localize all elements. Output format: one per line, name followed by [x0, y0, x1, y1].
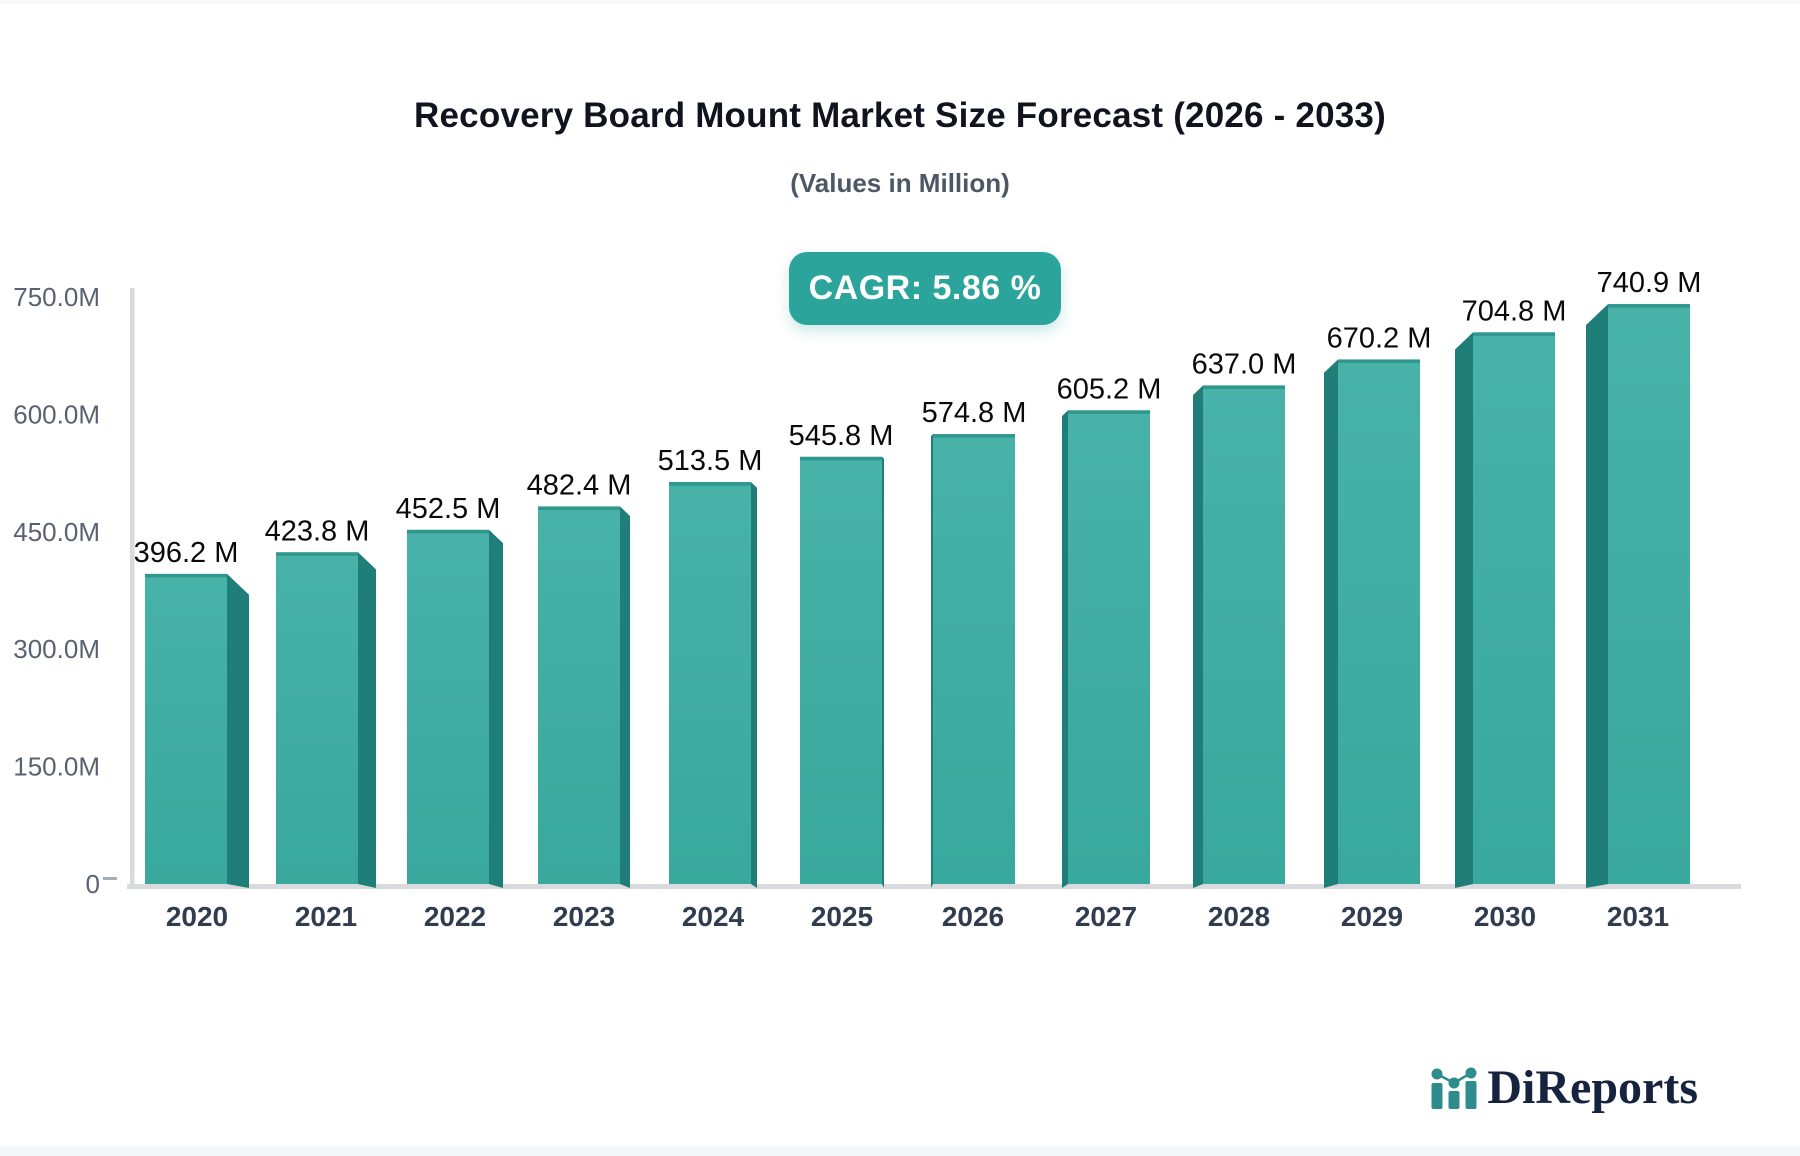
bar-side-face [1455, 332, 1473, 888]
bar-2023 [538, 506, 620, 884]
bar-2022 [407, 529, 489, 884]
x-tick-label: 2027 [1075, 901, 1137, 932]
bar-2030 [1473, 332, 1555, 884]
bar-side-face [1324, 359, 1338, 888]
bar-top-edge [538, 506, 620, 510]
bar-top-edge [145, 573, 227, 578]
bar-value-label: 605.2 M [1057, 373, 1162, 405]
chart-subtitle: (Values in Million) [790, 168, 1010, 198]
bar-top-edge [1338, 359, 1420, 363]
bar-value-label: 704.8 M [1462, 295, 1567, 327]
cagr-badge: CAGR: 5.86 % [789, 252, 1061, 325]
bar-top-edge [276, 552, 358, 556]
bar-2025 [800, 456, 882, 884]
x-tick-label: 2028 [1208, 901, 1270, 932]
x-tick-label: 2023 [553, 901, 615, 932]
top-border-strip [0, 0, 1800, 4]
y-tick-label: 600.0M [13, 399, 100, 429]
x-axis-line [127, 884, 1741, 889]
bar-side-face [620, 506, 630, 888]
y-tick-label: 0 [86, 869, 100, 899]
bar-2031 [1608, 304, 1690, 884]
bar-value-label: 482.4 M [527, 469, 632, 501]
bar-value-label: 513.5 M [658, 445, 763, 477]
y-tick-label: 450.0M [13, 517, 100, 547]
bar-value-label: 423.8 M [265, 515, 370, 547]
bar-value-label: 574.8 M [922, 397, 1027, 429]
bar-top-edge [1203, 385, 1285, 389]
brand-logo-text: DiReports [1487, 1061, 1698, 1114]
bar-top-edge [407, 529, 489, 534]
x-tick-label: 2025 [811, 901, 873, 932]
x-tick-label: 2021 [295, 901, 357, 932]
chart-title: Recovery Board Mount Market Size Forecas… [414, 96, 1386, 135]
brand-logo-icon [1431, 1067, 1477, 1109]
x-tick-label: 2030 [1474, 901, 1536, 932]
bar-side-face [751, 482, 757, 888]
bar-side-face [1193, 385, 1203, 888]
bar-value-label: 637.0 M [1192, 348, 1297, 380]
y-tick-label: 750.0M [13, 282, 100, 312]
bar-side-face [358, 552, 376, 888]
x-tick-label: 2026 [942, 901, 1004, 932]
bar-top-edge [933, 434, 1015, 438]
bar-top-edge [1068, 410, 1150, 414]
bar-value-label: 740.9 M [1597, 267, 1702, 299]
zero-tick-dash [103, 877, 117, 880]
bar-top-edge [1473, 332, 1555, 336]
cagr-badge-text: CAGR: 5.86 % [808, 269, 1042, 307]
bar-side-face [489, 529, 503, 888]
bar-top-edge [669, 482, 751, 486]
bar-2024 [669, 482, 751, 884]
bar-2027 [1068, 410, 1150, 884]
bar-value-label: 396.2 M [134, 537, 239, 569]
bar-2029 [1338, 359, 1420, 884]
bar-2021 [276, 552, 358, 884]
bar-2026 [933, 434, 1015, 884]
bar-side-face [227, 573, 249, 888]
x-tick-label: 2024 [682, 901, 745, 932]
bar-top-edge [800, 456, 882, 461]
x-tick-label: 2029 [1341, 901, 1403, 932]
brand-logo: DiReports [1431, 1064, 1698, 1112]
bar-value-label: 545.8 M [789, 420, 894, 452]
x-tick-label: 2022 [424, 901, 486, 932]
bottom-border-strip [0, 1146, 1800, 1156]
bar-side-face [882, 456, 884, 888]
y-axis-line [130, 288, 135, 888]
x-tick-label: 2020 [166, 901, 228, 932]
y-tick-label: 150.0M [13, 752, 100, 782]
y-tick-label: 300.0M [13, 634, 100, 664]
bar-2028 [1203, 385, 1285, 884]
bar-value-label: 452.5 M [396, 493, 501, 525]
bar-side-face [1062, 410, 1068, 888]
bar-value-label: 670.2 M [1327, 322, 1432, 354]
bar-side-face [931, 434, 933, 888]
x-tick-label: 2031 [1607, 901, 1669, 932]
bar-2020 [145, 573, 227, 884]
bar-side-face [1586, 304, 1608, 888]
bar-top-edge [1608, 304, 1690, 308]
